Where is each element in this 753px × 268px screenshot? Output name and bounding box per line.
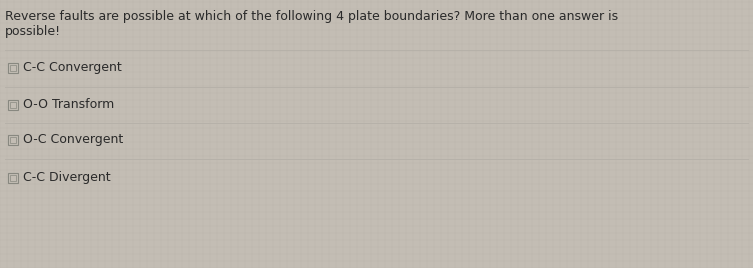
- Bar: [10, 102, 16, 108]
- Bar: [10, 175, 16, 181]
- Text: O-C Convergent: O-C Convergent: [23, 133, 123, 147]
- Bar: [8, 135, 18, 145]
- Text: Reverse faults are possible at which of the following 4 plate boundaries? More t: Reverse faults are possible at which of …: [5, 10, 618, 23]
- Text: O-O Transform: O-O Transform: [23, 99, 114, 111]
- Bar: [10, 137, 16, 143]
- Bar: [8, 173, 18, 183]
- Bar: [8, 63, 18, 73]
- Text: C-C Convergent: C-C Convergent: [23, 61, 122, 75]
- Bar: [10, 65, 16, 71]
- Bar: [8, 100, 18, 110]
- Text: C-C Divergent: C-C Divergent: [23, 172, 111, 184]
- Text: possible!: possible!: [5, 25, 61, 38]
